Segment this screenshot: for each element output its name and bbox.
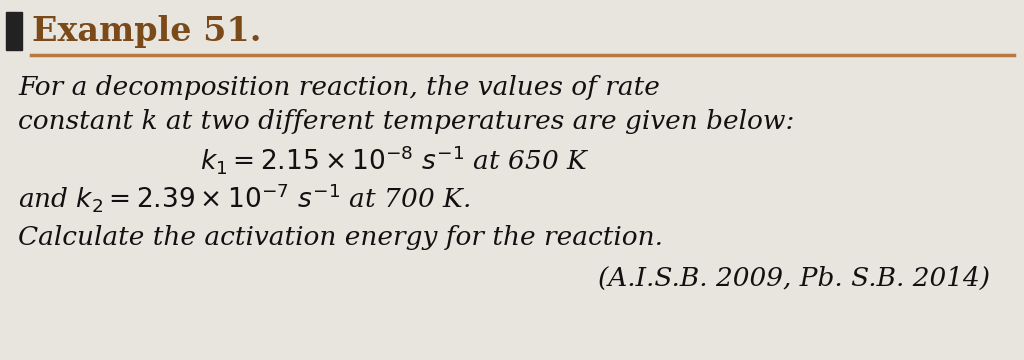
Text: Example 51.: Example 51. xyxy=(32,14,261,48)
Text: $k_1 = 2.15\times10^{-8}\ s^{-1}$ at 650 K: $k_1 = 2.15\times10^{-8}\ s^{-1}$ at 650… xyxy=(200,144,590,176)
Text: and $k_2 = 2.39\times10^{-7}\ s^{-1}$ at 700 K.: and $k_2 = 2.39\times10^{-7}\ s^{-1}$ at… xyxy=(18,180,470,213)
Bar xyxy=(6,12,22,50)
Text: For a decomposition reaction, the values of rate: For a decomposition reaction, the values… xyxy=(18,75,659,99)
Text: constant k at two different temperatures are given below:: constant k at two different temperatures… xyxy=(18,109,795,135)
Text: (A.I.S.B. 2009, Pb. S.B. 2014): (A.I.S.B. 2009, Pb. S.B. 2014) xyxy=(598,266,990,291)
Text: Calculate the activation energy for the reaction.: Calculate the activation energy for the … xyxy=(18,225,663,249)
